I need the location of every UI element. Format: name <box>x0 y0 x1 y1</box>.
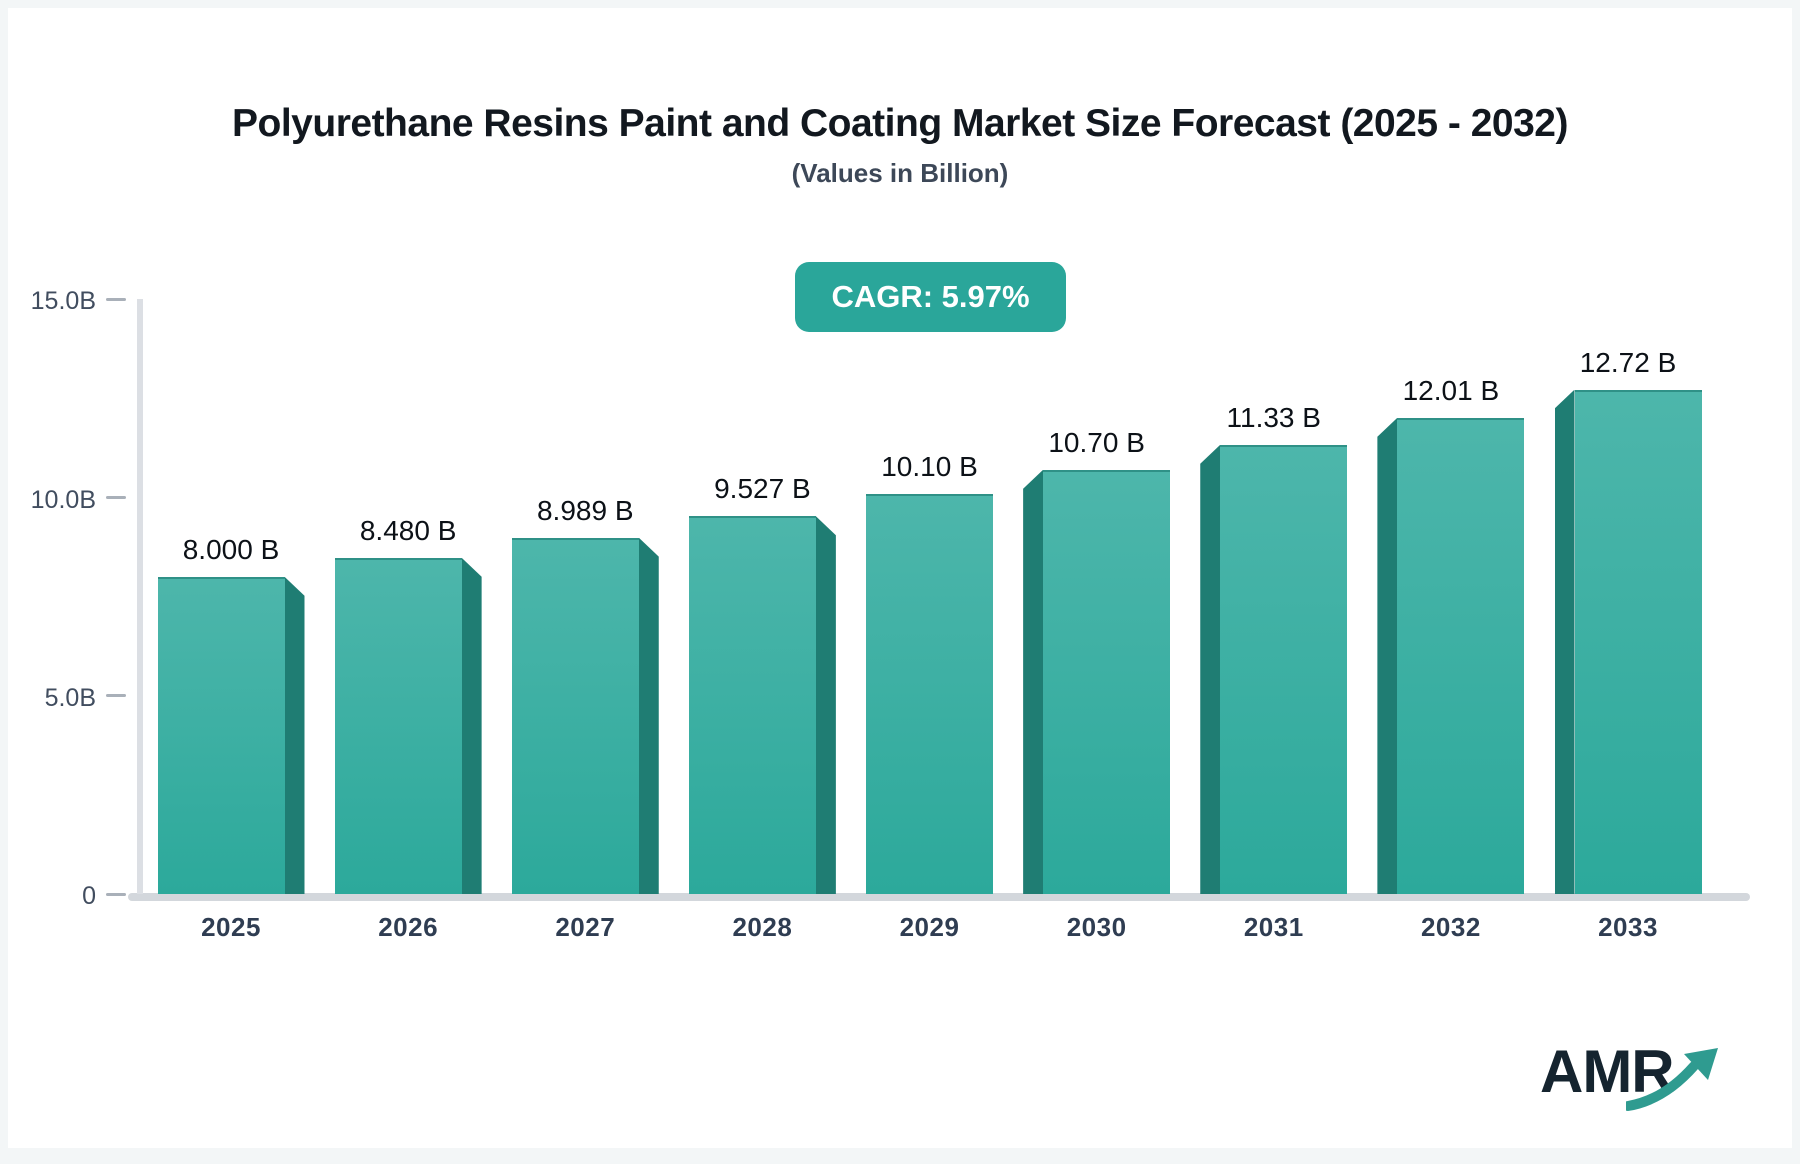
chart-bar <box>157 576 285 894</box>
chart-card: Polyurethane Resins Paint and Coating Ma… <box>8 8 1792 1148</box>
chart-bar-side <box>815 516 836 894</box>
chart-title: Polyurethane Resins Paint and Coating Ma… <box>232 102 1568 145</box>
y-axis-tick-label: 10.0B <box>30 485 96 514</box>
x-axis-label: 2032 <box>1420 912 1481 942</box>
bar-value-label: 12.01 B <box>1402 374 1500 406</box>
bar-value-label: 8.000 B <box>182 533 280 565</box>
chart-bar-side <box>1554 389 1575 894</box>
x-axis-label: 2030 <box>1066 912 1127 942</box>
chart-bar <box>1397 417 1525 894</box>
x-axis-label: 2027 <box>555 912 616 942</box>
trend-up-arrow-icon <box>1626 1048 1718 1111</box>
y-axis-tick <box>106 297 126 301</box>
y-axis-tick <box>106 496 126 499</box>
x-axis-label: 2029 <box>899 912 960 942</box>
chart-bar <box>1574 389 1702 894</box>
chart-bar-side <box>1023 469 1044 894</box>
chart-bar-side <box>461 557 482 894</box>
bar-value-label: 10.10 B <box>881 450 978 482</box>
bar-value-label: 8.989 B <box>536 494 634 526</box>
y-axis-tick <box>106 694 126 698</box>
bar-value-label: 12.72 B <box>1579 346 1677 378</box>
x-axis-label: 2028 <box>732 912 793 942</box>
chart-bar <box>1043 469 1171 894</box>
chart-bar-side <box>638 537 659 894</box>
chart-bar <box>866 493 993 894</box>
chart-bar-side <box>1377 417 1398 894</box>
y-axis-tick <box>106 892 126 896</box>
amr-logo-text: AMR <box>1540 1038 1675 1105</box>
chart-bar-side <box>284 576 305 894</box>
bar-value-label: 10.70 B <box>1048 426 1145 458</box>
y-axis-tick-label: 15.0B <box>30 287 96 316</box>
chart-bar <box>334 557 462 894</box>
chart-subtitle: (Values in Billion) <box>791 158 1009 188</box>
amr-logo: AMR <box>1540 1040 1720 1126</box>
x-axis-baseline <box>128 893 1750 901</box>
x-axis-label: 2026 <box>378 912 439 942</box>
cagr-badge: CAGR: 5.97% <box>795 262 1066 332</box>
x-axis-label: 2033 <box>1598 912 1658 942</box>
x-axis-label: 2031 <box>1243 912 1304 942</box>
bar-value-label: 11.33 B <box>1226 401 1321 433</box>
chart-bar <box>1220 444 1348 894</box>
chart-bar <box>688 516 816 894</box>
y-axis-tick-label: 0 <box>82 882 96 910</box>
y-axis-line <box>137 299 143 894</box>
bar-value-label: 9.527 B <box>714 473 811 505</box>
plot-area: 0 5.0B 10.0B 15.0B 8.000 B 2025 8.480 B 2026 8.9… <box>8 8 1800 1164</box>
bar-value-label: 8.480 B <box>359 514 457 546</box>
x-axis-label: 2025 <box>201 912 261 942</box>
chart-bar-side <box>1200 444 1221 894</box>
y-axis-tick-label: 5.0B <box>44 683 96 712</box>
chart-bar <box>511 537 639 894</box>
